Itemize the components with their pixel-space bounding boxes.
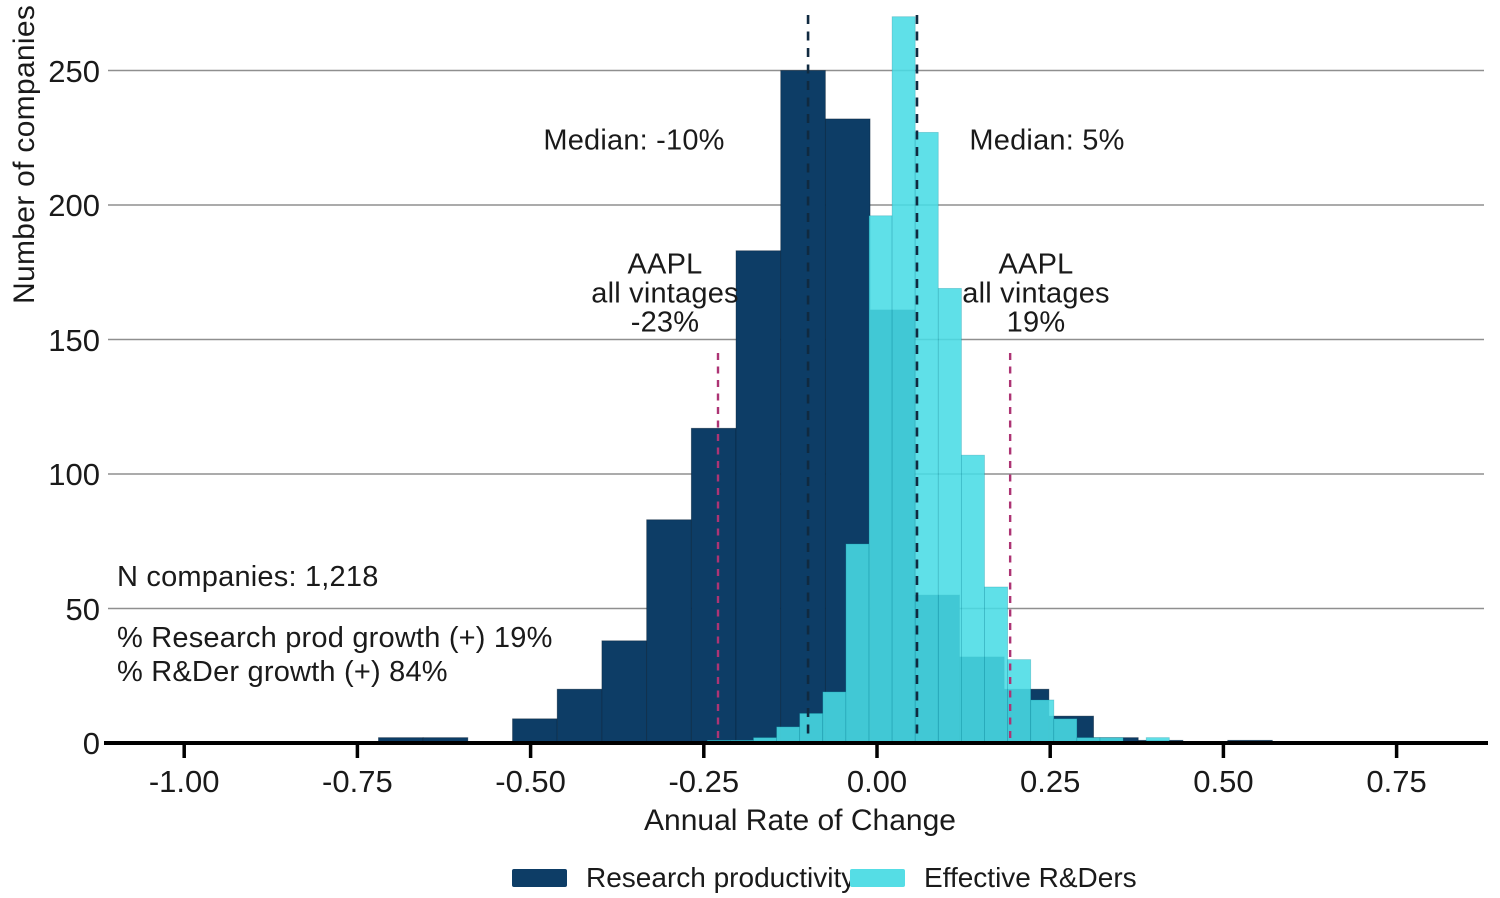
histogram-bar-rnd (845, 543, 870, 744)
x-tick-mark (528, 745, 533, 758)
histogram-bar-research (690, 427, 737, 744)
y-tick-label: 250 (48, 53, 100, 89)
histogram-bar-research (601, 640, 647, 744)
x-tick-label: -1.00 (148, 764, 220, 799)
histogram-bar-research (512, 718, 558, 744)
histogram-bar-rnd (960, 454, 985, 744)
aapl-right-line3: 19% (1006, 306, 1066, 339)
aapl-left-line2: all vintages (591, 277, 739, 310)
x-tick-label: -0.50 (495, 764, 566, 799)
histogram-bar-rnd (822, 691, 847, 744)
aapl-right-annotation: AAPL all vintages 19% (962, 248, 1110, 339)
y-tick-label: 150 (48, 322, 100, 358)
histogram-bar-rnd (937, 287, 962, 744)
stat-n-companies: N companies: 1,218 (117, 561, 379, 593)
histogram-bar-research (556, 688, 603, 744)
histogram-bar-research (735, 250, 782, 744)
median-right-annotation: Median: 5% (969, 124, 1125, 157)
x-tick-mark (1221, 745, 1226, 758)
stat-rnd-growth: % R&Der growth (+) 84% (117, 656, 448, 688)
y-axis-title: Number of companies (8, 4, 41, 304)
histogram-bar-rnd (891, 16, 916, 744)
x-tick-mark (182, 745, 186, 758)
aapl-left-line3: -23% (630, 306, 700, 339)
histogram-bar-rnd (914, 131, 939, 744)
x-tick-mark (1394, 745, 1399, 758)
x-tick-label: -0.75 (322, 764, 393, 799)
legend-swatch-rnd (850, 869, 905, 887)
aapl-right-line1: AAPL (998, 248, 1074, 281)
x-axis-line (104, 741, 1488, 745)
histogram-bar-rnd (1030, 699, 1055, 744)
legend-item-rnd: Effective R&Ders (850, 862, 1137, 894)
histogram-bar-rnd (868, 215, 893, 744)
histogram-bar-rnd (1007, 659, 1032, 744)
aapl-right-line2: all vintages (962, 277, 1110, 310)
median-left-annotation: Median: -10% (543, 124, 725, 157)
histogram-bar-rnd (776, 726, 801, 744)
x-tick-mark (1048, 745, 1052, 758)
histogram-bar-rnd (1053, 718, 1078, 744)
y-tick-label: 200 (48, 188, 100, 223)
histogram-bar-rnd (799, 713, 824, 744)
x-tick-label: 0.00 (846, 764, 908, 799)
y-tick-label: 100 (48, 457, 100, 492)
y-tick-label: 50 (65, 591, 100, 627)
x-tick-label: 0.25 (1020, 764, 1081, 799)
legend-label-research: Research productivity (586, 862, 856, 893)
x-tick-label: 0.75 (1366, 764, 1427, 799)
legend-label-rnd: Effective R&Ders (924, 862, 1137, 893)
x-tick-label: -0.25 (668, 764, 740, 799)
x-tick-label: 0.50 (1193, 764, 1254, 799)
x-tick-mark (875, 745, 879, 758)
aapl-left-annotation: AAPL all vintages -23% (591, 248, 739, 339)
histogram-bar-research (646, 519, 692, 744)
legend-swatch-research (512, 869, 567, 887)
x-tick-mark (702, 745, 706, 758)
x-axis-title: Annual Rate of Change (644, 804, 956, 837)
histogram-bar-rnd (984, 586, 1009, 744)
aapl-left-line1: AAPL (627, 248, 703, 281)
histogram-bar-research (780, 70, 826, 744)
y-tick-label: 0 (82, 726, 100, 761)
legend-item-research: Research productivity (512, 862, 855, 894)
x-tick-mark (355, 745, 360, 758)
stat-research-growth: % Research prod growth (+) 19% (117, 622, 553, 654)
